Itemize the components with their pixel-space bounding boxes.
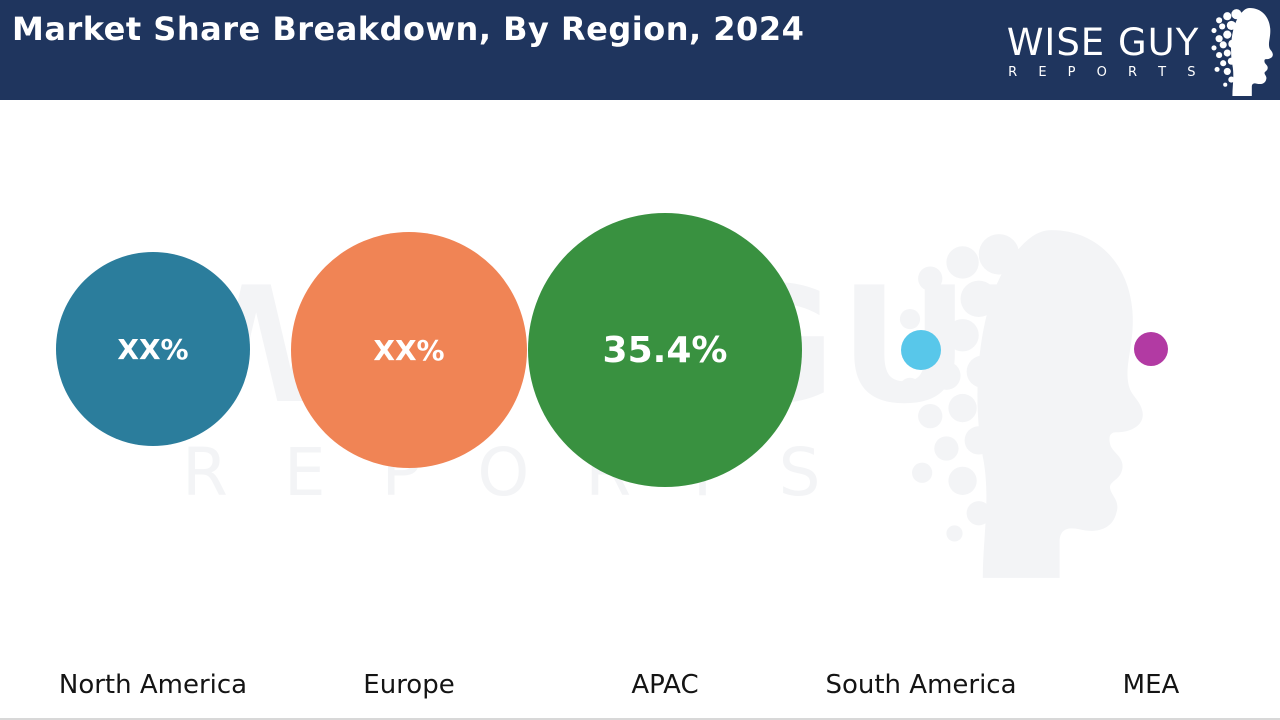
- category-label-apac: APAC: [631, 670, 699, 700]
- bottom-divider: [0, 718, 1280, 720]
- bubble-south-america: [901, 330, 941, 370]
- page-title: Market Share Breakdown, By Region, 2024: [12, 10, 805, 48]
- bubble-mea: [1134, 332, 1168, 366]
- header-bar: Market Share Breakdown, By Region, 2024 …: [0, 0, 1280, 100]
- logo-text: WISE GUY R E P O R T S: [1002, 21, 1204, 80]
- category-label-mea: MEA: [1122, 670, 1180, 700]
- watermark-tagline-text: REPORTS: [182, 434, 877, 511]
- bubble-apac: 35.4%: [528, 213, 802, 487]
- bubble-europe: XX%: [291, 232, 527, 468]
- logo-brand: WISE GUY: [1006, 21, 1200, 65]
- category-label-north-america: North America: [58, 670, 248, 700]
- watermark-head-icon: [848, 222, 1154, 586]
- logo-tagline: R E P O R T S: [1008, 64, 1204, 80]
- logo-head-icon: [1198, 6, 1276, 98]
- category-label-south-america: South America: [825, 670, 1017, 700]
- category-label-europe: Europe: [363, 670, 455, 700]
- bubble-north-america: XX%: [56, 252, 250, 446]
- wise-guy-reports-logo: WISE GUY R E P O R T S: [1002, 6, 1276, 98]
